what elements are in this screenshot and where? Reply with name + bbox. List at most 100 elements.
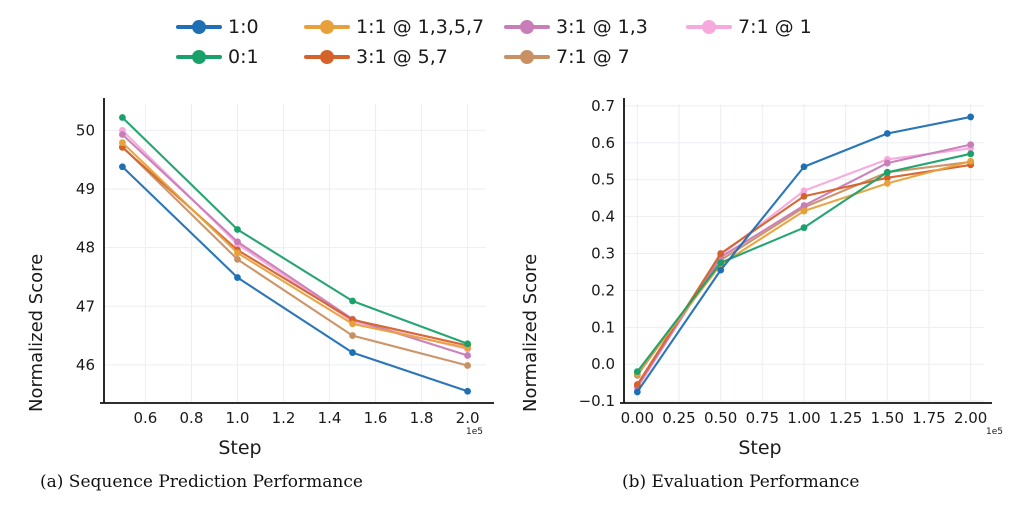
svg-text:47: 47 — [76, 297, 95, 315]
series-line-0:1 — [121, 116, 469, 345]
panel-b-plot: −0.1 0.0 0.1 0.2 0.3 0.4 0.5 0.6 0.7 0.00 0.25 0.50… — [578, 90, 998, 435]
series-point — [633, 368, 641, 376]
series-point — [349, 320, 356, 328]
series-point — [800, 163, 808, 171]
series-point — [883, 159, 891, 167]
svg-text:1.50: 1.50 — [871, 409, 904, 427]
legend-marker-icon — [176, 50, 222, 64]
panel-a-xlabel: Step — [218, 437, 262, 459]
series-point — [464, 362, 471, 369]
legend-marker-icon — [176, 20, 222, 34]
panel-b-svg: −0.1 0.0 0.1 0.2 0.3 0.4 0.5 0.6 0.7 0.00 0.25 0.50… — [579, 97, 992, 427]
series-point — [234, 255, 241, 263]
panel-a-plot: 46 47 48 49 50 0.6 0.8 1.0 1.2 1.4 1.6 1.8 2.0 — [60, 90, 500, 435]
svg-text:1.25: 1.25 — [829, 409, 862, 427]
series-point — [883, 130, 891, 137]
panel-b-xlabel: Step — [738, 437, 782, 459]
svg-text:0.75: 0.75 — [746, 409, 779, 427]
panel-a: Normalized Score 46 47 48 49 50 0.6 0.8 1.0 1.2 1… — [0, 82, 508, 514]
legend-label: 7:1 @ 7 — [556, 45, 630, 68]
series-point — [633, 381, 641, 388]
series-point — [717, 250, 725, 257]
svg-text:1.00: 1.00 — [787, 409, 820, 427]
svg-text:0.50: 0.50 — [704, 409, 737, 427]
svg-text:2.00: 2.00 — [954, 409, 987, 427]
series-point — [800, 202, 808, 209]
svg-text:48: 48 — [76, 239, 95, 257]
legend-label: 1:0 — [228, 15, 259, 38]
series-point — [234, 274, 241, 281]
svg-text:0.3: 0.3 — [591, 245, 615, 263]
svg-text:1.8: 1.8 — [410, 409, 434, 427]
panel-b-x-offset: 1e5 — [986, 427, 1003, 437]
svg-text:50: 50 — [76, 121, 95, 139]
legend-label: 3:1 @ 5,7 — [356, 45, 448, 68]
panel-b-caption: (b) Evaluation Performance — [622, 472, 860, 492]
svg-text:0.00: 0.00 — [621, 409, 654, 427]
legend-item-4[interactable]: 3:1 @ 1,3 — [504, 12, 686, 42]
series-point — [967, 141, 975, 149]
series-point — [349, 349, 356, 356]
svg-text:49: 49 — [76, 180, 95, 198]
svg-text:0.2: 0.2 — [591, 281, 615, 299]
series-point — [967, 113, 975, 121]
series-point — [464, 340, 471, 348]
svg-text:0.6: 0.6 — [133, 409, 157, 427]
series-point — [800, 187, 808, 195]
series-point — [119, 139, 126, 147]
panel-a-caption: (a) Sequence Prediction Performance — [40, 472, 363, 492]
svg-text:2.0: 2.0 — [456, 409, 480, 427]
legend-label: 7:1 @ 1 — [738, 15, 812, 38]
svg-text:1.0: 1.0 — [226, 409, 250, 427]
series-point — [883, 168, 891, 176]
series-point — [119, 131, 126, 138]
svg-text:1.4: 1.4 — [318, 409, 342, 427]
svg-text:0.4: 0.4 — [591, 208, 615, 226]
series-point — [234, 226, 241, 233]
series-line-7:1 @ 7 — [121, 145, 469, 367]
series-point — [119, 163, 126, 171]
svg-text:1.2: 1.2 — [272, 409, 296, 427]
legend-label: 1:1 @ 1,3,5,7 — [356, 15, 485, 38]
legend-item-5[interactable]: 7:1 @ 7 — [504, 42, 686, 72]
legend-marker-icon — [504, 20, 550, 34]
legend-item-6[interactable]: 7:1 @ 1 — [686, 12, 846, 42]
svg-text:0.0: 0.0 — [591, 355, 615, 373]
panel-a-x-offset: 1e5 — [466, 427, 483, 437]
series-point — [883, 179, 891, 187]
legend-label: 3:1 @ 1,3 — [556, 15, 648, 38]
legend-item-2[interactable]: 1:1 @ 1,3,5,7 — [304, 12, 504, 42]
series-point — [967, 150, 975, 158]
svg-text:1.75: 1.75 — [912, 409, 945, 427]
series-point — [800, 207, 808, 215]
legend-item-0[interactable]: 1:0 — [176, 12, 304, 42]
series-line-1:0 — [121, 165, 469, 393]
svg-text:1.6: 1.6 — [364, 409, 388, 427]
series-point — [464, 352, 471, 359]
series-point — [349, 297, 356, 305]
series-point — [883, 174, 891, 182]
panel-b-ylabel: Normalized Score — [520, 253, 541, 412]
series-point — [349, 332, 356, 339]
svg-text:0.7: 0.7 — [591, 97, 615, 115]
svg-text:46: 46 — [76, 356, 95, 374]
panel-a-svg: 46 47 48 49 50 0.6 0.8 1.0 1.2 1.4 1.6 1.8 2.0 — [76, 98, 494, 427]
series-point — [119, 114, 126, 121]
legend-item-1[interactable]: 0:1 — [176, 42, 304, 72]
legend-marker-icon — [304, 50, 350, 64]
series-point — [717, 266, 725, 274]
legend-item-3[interactable]: 3:1 @ 5,7 — [304, 42, 504, 72]
figure-legend: 1:0 0:1 1:1 @ 1,3,5,7 3:1 @ 5,7 3:1 @ 1,3 7:1… — [176, 12, 876, 72]
panel-b: Normalized Score −0.1 0.0 0.1 0.2 0.3 0.4 0.5 0… — [500, 82, 1015, 514]
legend-marker-icon — [304, 20, 350, 34]
panel-a-ylabel: Normalized Score — [26, 253, 47, 412]
svg-text:0.8: 0.8 — [180, 409, 204, 427]
series-point — [967, 157, 975, 165]
legend-marker-icon — [504, 50, 550, 64]
svg-text:0.5: 0.5 — [591, 171, 615, 189]
series-point — [234, 249, 241, 257]
series-point — [800, 192, 808, 200]
series-point — [633, 388, 641, 396]
series-line-1:1 @ 1,3,5,7 — [121, 141, 469, 349]
